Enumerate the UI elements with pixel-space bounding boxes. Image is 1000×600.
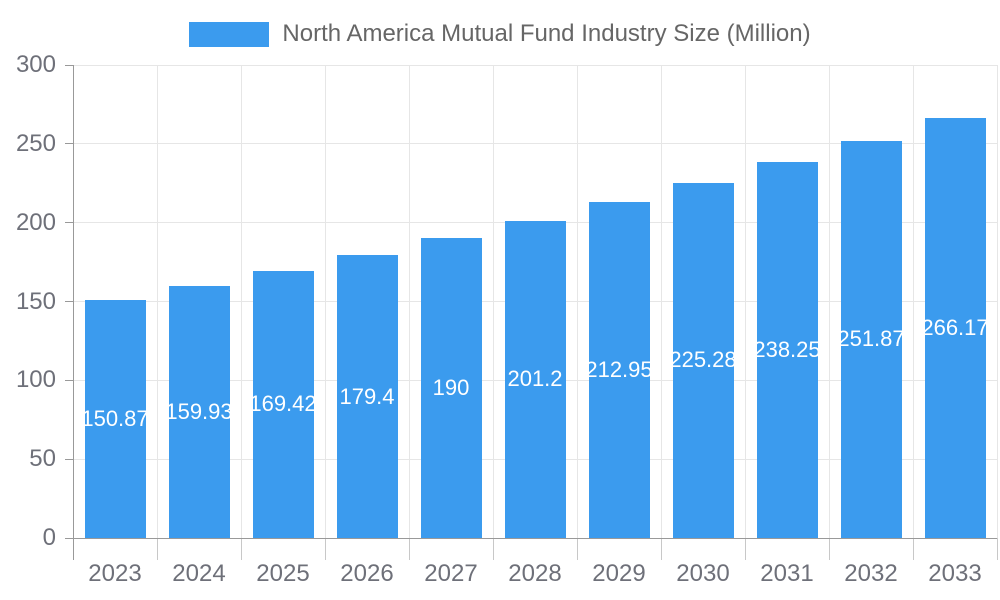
y-axis-label: 150: [15, 287, 56, 315]
x-axis-label: 2031: [760, 560, 814, 587]
bar-2024[interactable]: [168, 285, 230, 538]
x-axis-tick: [324, 538, 326, 560]
bar-2025[interactable]: [252, 270, 314, 538]
bar-value-label: 225.28: [669, 347, 737, 373]
y-axis-label: 0: [42, 524, 56, 551]
x-axis-label: 2023: [88, 560, 142, 587]
y-axis-tick: [65, 301, 73, 302]
x-axis-label: 2027: [424, 560, 478, 587]
x-gridline: [660, 65, 662, 538]
x-axis-tick: [156, 538, 158, 560]
bar-value-label: 169.42: [249, 391, 317, 417]
x-axis-line: [65, 537, 997, 539]
bar-value-label: 238.25: [753, 337, 821, 363]
x-gridline: [324, 65, 326, 538]
y-axis-tick: [65, 458, 73, 460]
bar-2032[interactable]: [840, 140, 902, 538]
bar-value-label: 159.93: [165, 398, 233, 424]
y-axis-tick: [65, 379, 73, 381]
x-gridline: [576, 65, 578, 538]
bar-value-label: 212.95: [585, 357, 653, 383]
legend-label: North America Mutual Fund Industry Size …: [282, 20, 811, 47]
x-axis-label: 2028: [508, 560, 562, 587]
y-axis-label: 250: [15, 129, 56, 157]
bar-value-label: 179.4: [339, 383, 395, 409]
y-axis-label: 200: [15, 208, 56, 236]
y-gridline: [73, 143, 997, 145]
x-gridline: [156, 65, 158, 538]
y-axis-line: [72, 65, 74, 560]
x-axis-tick: [408, 538, 410, 560]
x-gridline: [240, 65, 242, 538]
bar-2029[interactable]: [588, 202, 650, 538]
x-axis-label: 2024: [172, 560, 226, 587]
x-axis-tick: [744, 538, 746, 560]
bar-2027[interactable]: [420, 238, 482, 538]
legend-swatch-icon: [189, 21, 270, 47]
x-axis-tick: [576, 538, 578, 560]
bar-2031[interactable]: [756, 162, 818, 538]
y-axis-label: 50: [29, 445, 56, 473]
x-axis-label: 2025: [256, 560, 310, 587]
bar-2033[interactable]: [924, 118, 986, 538]
bar-value-label: 201.2: [507, 366, 563, 392]
x-axis-label: 2026: [340, 560, 394, 587]
x-gridline: [996, 65, 998, 538]
x-axis-tick: [492, 538, 494, 560]
legend-item[interactable]: North America Mutual Fund Industry Size …: [0, 20, 1000, 48]
bar-2028[interactable]: [504, 220, 566, 538]
x-gridline: [912, 65, 914, 538]
x-axis-tick: [912, 538, 914, 560]
bar-value-label: 190: [432, 375, 470, 401]
x-axis-label: 2033: [928, 560, 982, 587]
x-gridline: [828, 65, 830, 538]
bar-2026[interactable]: [336, 255, 398, 538]
bar-2030[interactable]: [672, 182, 734, 538]
y-axis-tick: [65, 143, 73, 145]
bar-value-label: 150.87: [81, 406, 149, 432]
x-axis-label: 2032: [844, 560, 898, 587]
y-axis-tick: [65, 64, 73, 66]
bar-value-label: 266.17: [921, 315, 989, 341]
x-axis-label: 2029: [592, 560, 646, 587]
y-axis-tick: [65, 222, 73, 224]
x-axis-label: 2030: [676, 560, 730, 587]
bar-value-label: 251.87: [837, 326, 905, 352]
x-axis-tick: [240, 538, 242, 560]
bar-2023[interactable]: [84, 300, 146, 538]
x-axis-tick: [996, 538, 998, 560]
y-axis-label: 100: [15, 366, 56, 394]
x-axis-tick: [828, 538, 830, 560]
x-gridline: [408, 65, 410, 538]
x-gridline: [744, 65, 746, 538]
x-gridline: [492, 65, 494, 538]
x-axis-tick: [660, 538, 662, 560]
y-axis-label: 300: [15, 51, 56, 78]
y-gridline: [73, 64, 997, 66]
